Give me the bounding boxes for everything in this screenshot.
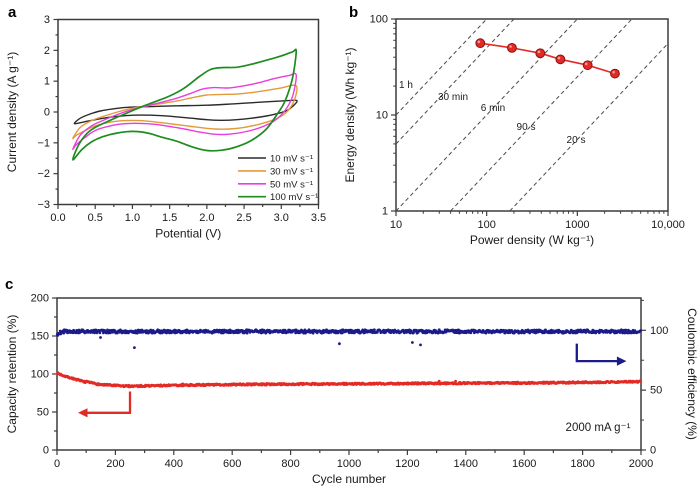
tick-label: 2000 — [629, 458, 653, 470]
tick-label: 400 — [165, 458, 183, 470]
tick-label: 0.5 — [88, 212, 103, 224]
tick-label: 2 — [44, 45, 50, 57]
legend-label: 10 mV s⁻¹ — [270, 154, 313, 165]
current-density-annotation: 2000 mA g⁻¹ — [566, 422, 631, 434]
panel-c-ylabel-left: Capacity retention (%) — [5, 315, 19, 434]
panel-letter-c: c — [5, 276, 14, 293]
ragone-point-highlight — [477, 40, 481, 44]
efficiency-arrow — [575, 343, 618, 363]
tick-label: 100 — [31, 369, 49, 381]
legend-label: 30 mV s⁻¹ — [270, 166, 313, 177]
tick-label: 800 — [281, 458, 299, 470]
tick-label: 100 — [477, 219, 495, 231]
tick-label: −2 — [37, 168, 50, 180]
tick-label: 1 — [382, 206, 388, 218]
panel-letter-a: a — [8, 4, 17, 21]
panel-a-axes: 0.0 0.5 1.0 1.5 2.0 2.5 3.0 3.5 3 2 1 0 −1 −2 −3 Potent… — [5, 14, 326, 241]
tick-label: 0 — [54, 458, 60, 470]
guide-label: 20 s — [567, 135, 586, 146]
cv-curve-100-mV-s⁻¹ — [72, 48, 298, 161]
cv-curve-50-mV-s⁻¹ — [72, 72, 297, 151]
panel-a-ylabel: Current density (A g⁻¹) — [5, 52, 19, 172]
panel-a-cv-chart: 0.0 0.5 1.0 1.5 2.0 2.5 3.0 3.5 3 2 1 0 −1 −2 −3 Potent… — [5, 14, 326, 241]
panel-b-frame — [395, 18, 669, 212]
ragone-point-highlight — [537, 50, 541, 54]
tick-label: 1.5 — [162, 212, 177, 224]
guide-line-6-min — [395, 18, 578, 212]
ragone-point — [535, 48, 546, 59]
panel-c-axes: 0 200 400 600 800 1000 1200 1400 1600 1800 2000050… — [5, 293, 699, 487]
ragone-point-highlight — [584, 62, 588, 66]
tick-label: 1000 — [565, 219, 589, 231]
legend-label: 100 mV s⁻¹ — [270, 192, 318, 203]
ragone-point — [507, 42, 517, 53]
capacity-arrow-head — [78, 408, 88, 418]
tick-label: 50 — [37, 407, 49, 419]
guide-label: 6 min — [481, 103, 505, 114]
tick-label: 0 — [44, 107, 50, 119]
cv-curve-30-mV-s⁻¹ — [72, 84, 298, 140]
efficiency-arrow-head — [616, 356, 627, 366]
tick-label: 2.5 — [236, 212, 251, 224]
ragone-point — [555, 54, 566, 65]
panel-a-legend: 10 mV s⁻¹30 mV s⁻¹ 50 mV s⁻¹ 100 mV s⁻¹ — [238, 154, 318, 203]
tick-label: 10 — [390, 219, 402, 231]
panel-a-xlabel: Potential (V) — [155, 227, 221, 241]
ragone-point-highlight — [557, 56, 561, 60]
tick-label: 50 — [650, 385, 662, 397]
tick-label: 600 — [223, 458, 241, 470]
tick-label: 100 — [370, 14, 388, 26]
tick-label: 1000 — [337, 458, 361, 470]
legend-label: 50 mV s⁻¹ — [270, 179, 313, 190]
tick-label: 0.0 — [50, 212, 65, 224]
series-coulombic-efficiency — [55, 328, 643, 349]
ragone-line — [480, 42, 616, 75]
tick-label: 1600 — [512, 458, 536, 470]
panel-c-cycling-chart: 0 200 400 600 800 1000 1200 1400 1600 1800 2000050… — [5, 293, 699, 487]
tick-label: 10,000 — [651, 219, 685, 231]
tick-label: 3.0 — [274, 212, 289, 224]
tick-label: 1.0 — [125, 212, 140, 224]
panel-c-xlabel: Cycle number — [312, 472, 386, 486]
guide-label: 1 h — [399, 80, 413, 91]
tick-label: 10 — [376, 110, 388, 122]
ragone-point — [610, 68, 620, 79]
tick-label: 0 — [650, 445, 656, 457]
tick-label: 3.5 — [311, 212, 326, 224]
panel-b-ylabel: Energy density (Wh kg⁻¹) — [343, 47, 357, 182]
ragone-point — [475, 38, 486, 49]
tick-label: 150 — [31, 331, 49, 343]
tick-label: 1800 — [570, 458, 594, 470]
tick-label: −1 — [37, 137, 50, 149]
panel-c-ylabel-right: Coulombic efficiency (%) — [685, 308, 699, 440]
guide-label: 90 s — [517, 122, 536, 133]
ragone-point-highlight — [612, 70, 615, 74]
tick-label: 200 — [106, 458, 124, 470]
tick-label: −3 — [37, 199, 50, 211]
panel-letter-b: b — [349, 4, 359, 21]
tick-label: 3 — [44, 14, 50, 26]
capacity-arrow — [87, 391, 132, 414]
cv-curve-10-mV-s⁻¹ — [73, 99, 298, 125]
guide-line-20-s — [509, 43, 669, 212]
tick-label: 1 — [44, 76, 50, 88]
tick-label: 200 — [31, 293, 49, 305]
series-capacity-retention — [55, 371, 643, 389]
tick-label: 0 — [43, 445, 49, 457]
panel-b-xlabel: Power density (W kg⁻¹) — [470, 233, 594, 247]
tick-label: 1200 — [395, 458, 419, 470]
tick-label: 100 — [650, 325, 668, 337]
ragone-point-highlight — [509, 45, 512, 48]
tick-label: 2.0 — [199, 212, 214, 224]
guide-label: 30 min — [438, 92, 468, 103]
tick-label: 1400 — [454, 458, 478, 470]
guide-line-90-s — [450, 18, 633, 212]
panel-c-frame — [56, 297, 642, 451]
ragone-point — [582, 60, 593, 71]
guide-line-30-min — [395, 18, 515, 145]
guide-line-1-h — [395, 18, 488, 116]
